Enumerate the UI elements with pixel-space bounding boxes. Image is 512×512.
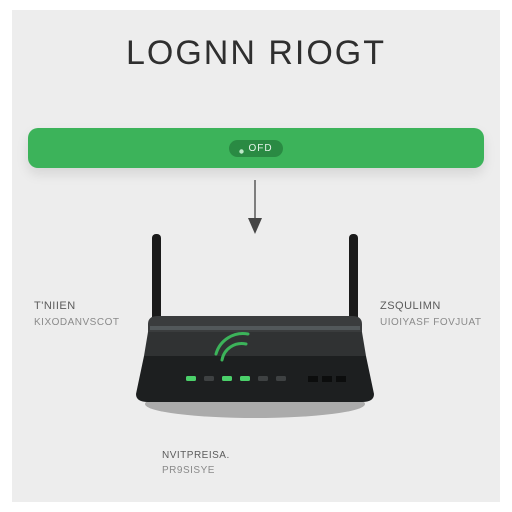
footer-label: NVITPREISA. PR9SISYE [162,448,230,478]
left-label: T'NIIEN KIXODANVSCOT [34,298,144,330]
router-illustration [130,226,380,426]
progress-bar: OFD [28,128,484,168]
router-ports-icon [308,376,346,382]
left-label-line2: KIXODANVSCOT [34,315,144,330]
progress-pill: OFD [229,140,282,157]
footer-line1: NVITPREISA. [162,448,230,463]
infographic-canvas: LOGNN RIOGT OFD T'NIIEN KIXODANVSCOT ZSQ… [0,0,512,512]
footer-line2: PR9SISYE [162,463,230,478]
right-label-line1: ZSQULIMN [380,298,490,315]
pill-dot-icon [239,146,244,151]
left-label-line1: T'NIIEN [34,298,144,315]
right-label: ZSQULIMN UIOIYASF FOVJUAT [380,298,490,330]
right-label-line2: UIOIYASF FOVJUAT [380,315,490,330]
pill-label: OFD [248,143,272,154]
page-title: LOGNN RIOGT [0,34,512,73]
